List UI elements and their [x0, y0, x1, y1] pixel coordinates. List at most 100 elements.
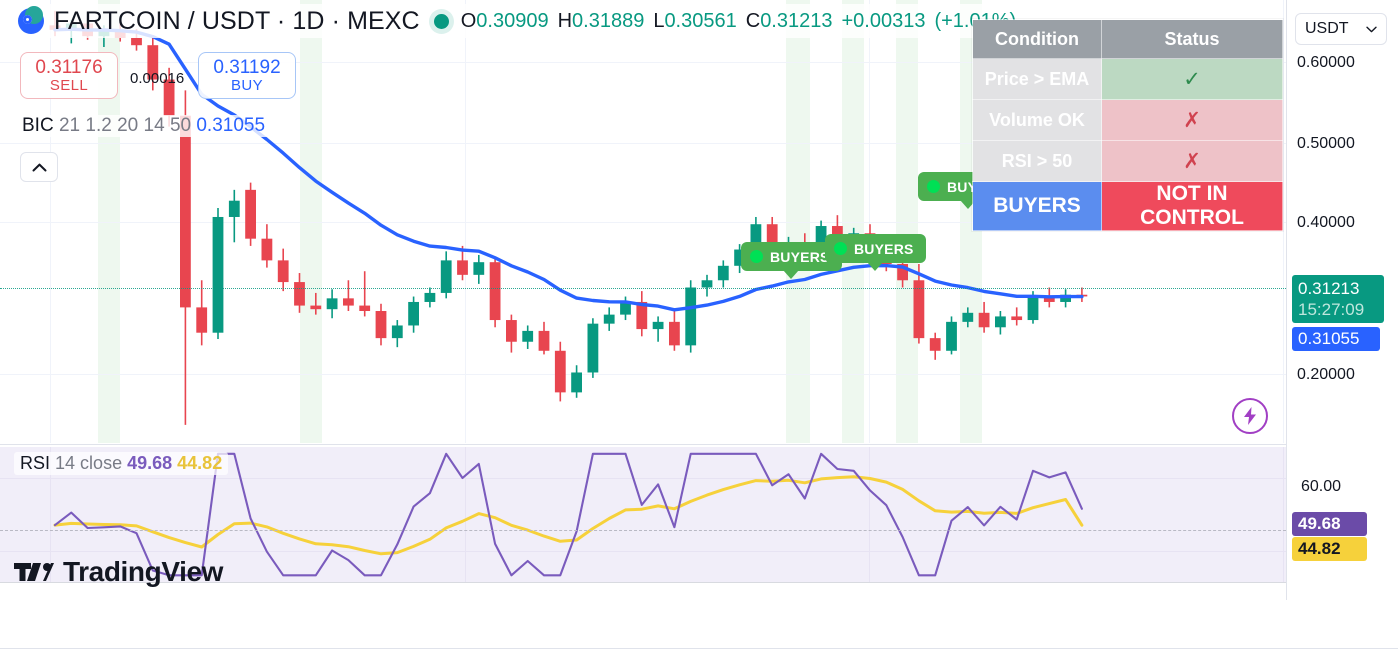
- price-tick-label: 0.50000: [1297, 135, 1355, 152]
- page-title[interactable]: FARTCOIN / USDT · 1D · MEXC: [54, 6, 420, 35]
- current-price-time: 15:27:09: [1298, 300, 1365, 320]
- session-band: [842, 0, 864, 443]
- collapse-pane-button[interactable]: [20, 152, 58, 182]
- grid-line: [50, 447, 51, 582]
- fartcoin-logo-icon: [16, 6, 46, 36]
- grid-line: [0, 222, 1286, 223]
- buyers-label: BUYERS: [770, 248, 830, 265]
- condition-label: Volume OK: [972, 99, 1102, 141]
- buyers-label: BUYERS: [854, 240, 914, 257]
- buyers-dot-icon: [750, 250, 763, 263]
- grid-line: [465, 447, 466, 582]
- marker-tail: [783, 270, 800, 279]
- header-condition: Condition: [972, 19, 1102, 59]
- lightning-bolt-icon: [1244, 407, 1256, 425]
- buyers-marker[interactable]: BUYERS: [825, 234, 926, 271]
- buyers-marker[interactable]: BUYERS: [741, 242, 842, 279]
- grid-line: [0, 551, 1286, 552]
- time-axis-bottom-border: [0, 648, 1398, 649]
- marker-tail: [960, 200, 977, 209]
- condition-label: Price > EMA: [972, 58, 1102, 100]
- marker-tail: [867, 262, 884, 271]
- session-band: [98, 0, 120, 443]
- indicator-value: 0.31055: [196, 115, 266, 136]
- chart-legend[interactable]: FARTCOIN / USDT · 1D · MEXC O0.30909 H0.3…: [14, 4, 1023, 38]
- low-value: 0.30561: [664, 9, 737, 32]
- session-band: [896, 0, 918, 443]
- price-axis[interactable]: USDT 0.60000 0.50000 0.40000 0.20000 0.3…: [1287, 0, 1398, 600]
- ohlc-values: O0.30909 H0.31889 L0.30561 C0.31213 +0.00313…: [461, 10, 1016, 33]
- buy-price: 0.31192: [213, 57, 281, 78]
- lightning-bolt-button[interactable]: [1232, 398, 1268, 434]
- open-key: O: [460, 9, 477, 32]
- rsi-params: 14 close: [55, 453, 123, 473]
- buyers-dot-icon: [834, 242, 847, 255]
- price-tick-label: 0.40000: [1297, 214, 1355, 231]
- close-value: 0.31213: [760, 9, 833, 32]
- session-band: [786, 0, 810, 443]
- high-value: 0.31889: [572, 9, 645, 32]
- low-key: L: [653, 9, 665, 32]
- table-row: RSI > 50 ✗: [972, 140, 1283, 182]
- tradingview-logo-icon: [14, 563, 54, 581]
- current-price-line: [0, 288, 1286, 289]
- rsi-value: 49.68: [127, 453, 173, 473]
- condition-status-table: Condition Status Price > EMA ✓ Volume OK…: [972, 19, 1283, 231]
- currency-selector[interactable]: USDT: [1295, 13, 1387, 45]
- grid-line: [465, 0, 466, 443]
- rsi-name: RSI: [20, 453, 51, 473]
- table-row: Price > EMA ✓: [972, 58, 1283, 100]
- header-status: Status: [1101, 19, 1283, 59]
- grid-line: [1283, 447, 1284, 582]
- sell-button[interactable]: 0.31176 SELL: [20, 52, 118, 100]
- change-value: +0.00313: [841, 9, 926, 32]
- rsi-ma-value-badge: 44.82: [1292, 537, 1367, 561]
- table-row: Volume OK ✗: [972, 99, 1283, 141]
- session-band: [300, 0, 322, 443]
- grid-line: [1283, 0, 1284, 443]
- status-badge: ✗: [1101, 140, 1283, 182]
- ema-price-badge: 0.31055: [1292, 327, 1380, 351]
- footer-buyers-label: BUYERS: [972, 181, 1102, 231]
- rsi-ma-value: 44.82: [177, 453, 223, 473]
- high-key: H: [557, 9, 573, 32]
- price-tick-label: 0.60000: [1297, 54, 1355, 71]
- indicator-param: 20: [117, 115, 139, 136]
- chevron-up-icon: [32, 163, 46, 171]
- indicator-param: 1.2: [85, 115, 112, 136]
- indicator-legend[interactable]: BIC 21 1.2 20 14 50 0.31055: [18, 115, 270, 137]
- rsi-value-badge: 49.68: [1292, 512, 1367, 536]
- ema-line-series: [53, 27, 1084, 312]
- grid-line: [0, 374, 1286, 375]
- tradingview-watermark: TradingView: [14, 556, 223, 588]
- rsi-legend[interactable]: RSI 14 close 49.68 44.82: [14, 452, 229, 475]
- grid-line: [869, 447, 870, 582]
- buyers-dot-icon: [927, 180, 940, 193]
- watermark-text: TradingView: [63, 556, 224, 587]
- price-tick-label: 0.20000: [1297, 366, 1355, 383]
- condition-label: RSI > 50: [972, 140, 1102, 182]
- grid-line: [0, 478, 1286, 479]
- status-badge: ✓: [1101, 58, 1283, 100]
- current-price-badge: 0.31213 15:27:09: [1292, 275, 1384, 324]
- spread-value: 0.00016: [130, 70, 185, 87]
- indicator-name: BIC: [22, 115, 54, 136]
- close-key: C: [745, 9, 761, 32]
- table-footer-row: BUYERS NOT IN CONTROL: [972, 181, 1283, 231]
- indicator-param: 50: [169, 115, 192, 136]
- axis-divider: [1286, 0, 1287, 600]
- time-axis[interactable]: Oct Nov Dec 202: [0, 600, 1398, 663]
- chevron-down-icon: [1366, 26, 1377, 32]
- buy-label: BUY: [230, 77, 264, 95]
- rsi-bottom-divider: [0, 582, 1286, 583]
- table-header-row: Condition Status: [972, 19, 1283, 59]
- grid-line: [0, 62, 1286, 63]
- grid-line: [50, 0, 51, 443]
- sell-label: SELL: [49, 77, 89, 95]
- status-badge: ✗: [1101, 99, 1283, 141]
- rsi-midline: [0, 530, 1286, 531]
- buy-button[interactable]: 0.31192 BUY: [198, 52, 296, 100]
- indicator-param: 14: [143, 115, 165, 136]
- market-open-dot-icon: [433, 13, 449, 29]
